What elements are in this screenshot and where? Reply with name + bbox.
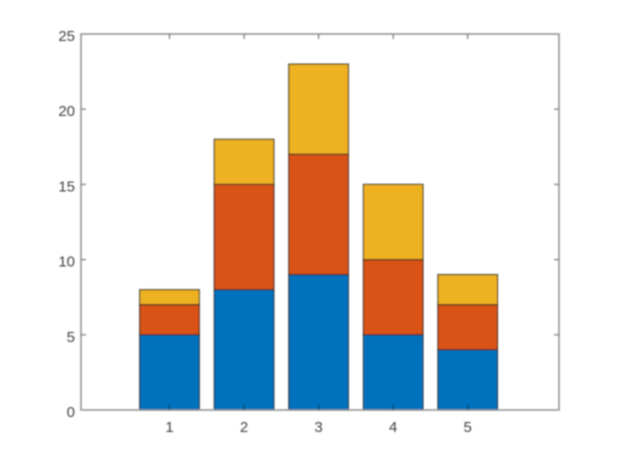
svg-text:5: 5: [67, 329, 75, 346]
svg-text:3: 3: [314, 419, 322, 436]
svg-text:5: 5: [464, 419, 472, 436]
svg-text:15: 15: [58, 178, 75, 195]
svg-text:4: 4: [389, 419, 397, 436]
svg-text:1: 1: [165, 419, 173, 436]
svg-text:25: 25: [58, 28, 75, 45]
svg-text:20: 20: [58, 103, 75, 120]
svg-text:0: 0: [67, 404, 75, 421]
svg-text:2: 2: [240, 419, 248, 436]
svg-text:10: 10: [58, 254, 75, 271]
